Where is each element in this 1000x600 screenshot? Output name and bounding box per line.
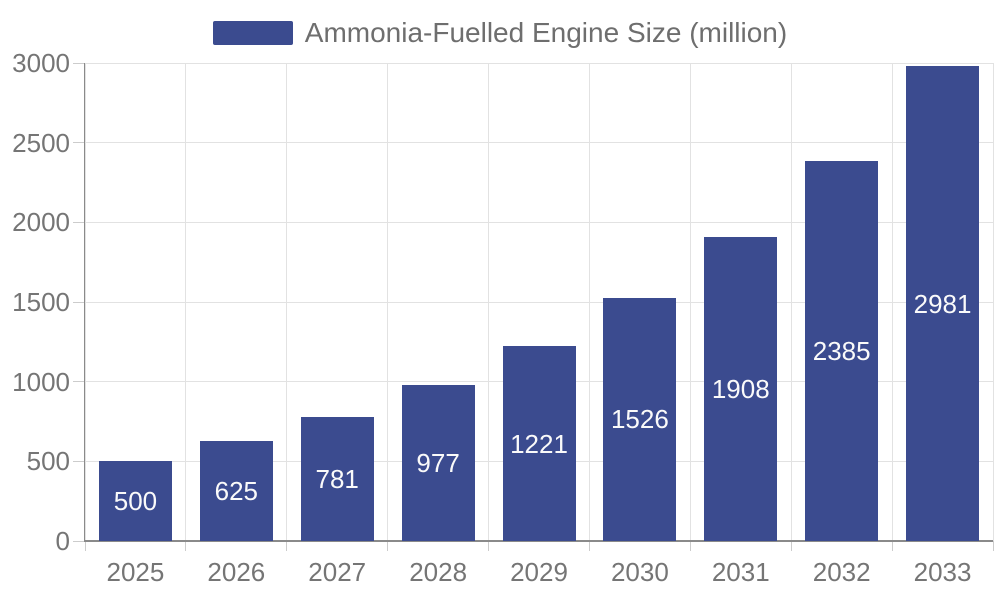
- x-tick: [891, 541, 893, 551]
- bar[interactable]: [300, 416, 374, 541]
- gridline-h: [85, 142, 993, 144]
- y-tick-label: 2000: [12, 207, 70, 238]
- legend-swatch: [212, 21, 293, 45]
- bar-value-label: 977: [416, 448, 460, 479]
- y-tick: [73, 540, 85, 542]
- x-tick: [84, 541, 86, 551]
- x-tick: [286, 541, 288, 551]
- bar-value-label: 1221: [510, 428, 568, 459]
- gridline-h: [85, 301, 993, 303]
- x-tick: [185, 541, 187, 551]
- x-tick-label: 2025: [106, 557, 165, 587]
- bar-value-label: 781: [315, 463, 359, 494]
- y-tick: [73, 62, 85, 64]
- x-tick-label: 2030: [610, 557, 669, 587]
- x-tick-label: 2031: [711, 557, 770, 587]
- x-tick: [992, 541, 994, 551]
- y-tick-label: 2500: [12, 127, 70, 158]
- x-tick: [387, 541, 389, 551]
- y-tick-label: 1500: [12, 287, 70, 317]
- y-tick-label: 1000: [12, 366, 70, 397]
- bar[interactable]: [805, 160, 879, 541]
- bar[interactable]: [603, 297, 677, 541]
- bar-value-label: 500: [113, 486, 158, 517]
- legend-label: Ammonia-Fuelled Engine Size (million): [304, 17, 788, 48]
- x-tick: [790, 541, 792, 551]
- gridline-h: [85, 62, 993, 64]
- bar-value-label: 2981: [913, 288, 972, 319]
- y-tick-label: 0: [55, 526, 70, 556]
- y-tick-label: 500: [26, 446, 70, 477]
- gridline-v: [992, 63, 994, 541]
- bar[interactable]: [502, 346, 576, 541]
- y-tick: [73, 460, 85, 462]
- legend-item[interactable]: Ammonia-Fuelled Engine Size (million): [212, 17, 788, 49]
- y-axis-line: [83, 63, 85, 541]
- bar[interactable]: [199, 441, 273, 541]
- bar-value-label: 625: [214, 476, 259, 507]
- bar-value-label: 2385: [812, 335, 871, 366]
- y-tick: [73, 142, 85, 144]
- bar[interactable]: [401, 385, 475, 541]
- x-tick-label: 2032: [812, 557, 871, 587]
- x-tick-label: 2028: [409, 557, 468, 587]
- bar[interactable]: [704, 236, 778, 541]
- bar-value-label: 1908: [711, 373, 770, 404]
- bar[interactable]: [906, 66, 980, 541]
- x-tick: [689, 541, 691, 551]
- y-tick: [73, 221, 85, 223]
- y-tick-label: 3000: [12, 48, 70, 78]
- y-tick: [73, 381, 85, 383]
- x-tick-label: 2029: [510, 557, 568, 587]
- gridline-h: [85, 221, 993, 223]
- x-axis-line: [83, 540, 993, 542]
- bar[interactable]: [98, 461, 172, 541]
- x-tick: [488, 541, 490, 551]
- x-tick-label: 2027: [308, 557, 367, 587]
- legend: Ammonia-Fuelled Engine Size (million): [0, 17, 1000, 49]
- x-tick-label: 2033: [913, 557, 972, 587]
- bar-value-label: 1526: [610, 404, 669, 435]
- x-tick: [588, 541, 590, 551]
- x-tick-label: 2026: [207, 557, 266, 587]
- y-tick: [73, 301, 85, 303]
